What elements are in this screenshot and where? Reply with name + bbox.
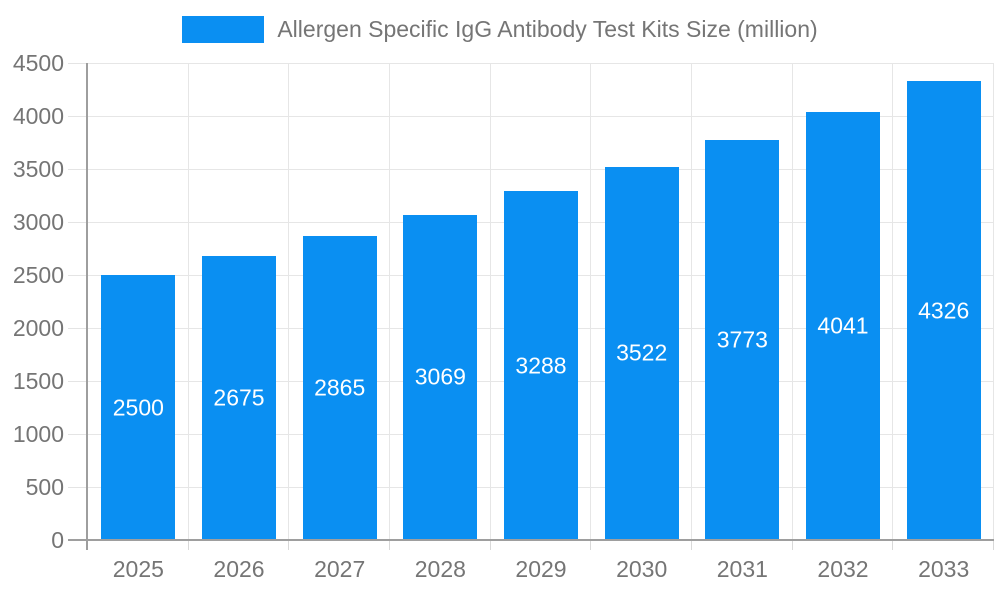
bar-2026[interactable] [202, 256, 276, 540]
gridline-vertical [590, 63, 592, 540]
y-axis-label: 3000 [12, 209, 64, 235]
x-axis-label: 2030 [616, 556, 668, 582]
gridline-vertical [791, 63, 793, 540]
y-axis-label: 4000 [12, 103, 64, 129]
y-axis-tick [68, 328, 88, 329]
x-axis-tick [993, 540, 994, 550]
y-axis-tick [68, 222, 88, 223]
gridline-horizontal [88, 116, 994, 117]
gridline-vertical [288, 63, 290, 540]
bar-2027[interactable] [302, 236, 377, 540]
bar-2033[interactable] [906, 81, 981, 540]
gridline-horizontal [88, 169, 994, 170]
x-axis-tick [489, 540, 491, 550]
x-axis-label: 2027 [314, 556, 366, 582]
y-axis-tick [68, 116, 88, 117]
y-axis-tick [68, 381, 88, 382]
x-axis-tick [791, 540, 793, 550]
gridline-vertical [993, 63, 994, 540]
gridline-vertical [187, 63, 189, 540]
bar-2029[interactable] [504, 191, 578, 540]
y-axis-label: 4500 [12, 50, 64, 76]
y-axis-tick [68, 434, 88, 435]
plot-area: 2500 2675 2865 3069 3288 3522 3773 4041 4326 [68, 63, 994, 550]
legend-swatch [182, 16, 265, 43]
y-axis-tick [68, 275, 88, 276]
bar-2028[interactable] [403, 214, 478, 540]
bar-2031[interactable] [705, 140, 780, 540]
y-axis-label: 3500 [12, 156, 64, 182]
x-axis-baseline [68, 539, 994, 541]
gridline-horizontal [88, 63, 994, 64]
x-axis-tick [389, 540, 390, 550]
y-axis-label: 1500 [12, 368, 64, 394]
bar-2030[interactable] [604, 166, 679, 540]
x-axis-tick [187, 540, 189, 550]
gridline-vertical [489, 63, 491, 540]
x-axis-label: 2028 [414, 556, 466, 582]
x-axis-label: 2033 [918, 556, 970, 582]
legend-item[interactable]: Allergen Specific IgG Antibody Test Kits… [0, 16, 1000, 43]
y-axis-line [86, 63, 88, 550]
gridline-vertical [691, 63, 692, 540]
legend-label: Allergen Specific IgG Antibody Test Kits… [277, 16, 818, 42]
x-axis-label: 2026 [213, 556, 265, 582]
y-axis-label: 1000 [12, 421, 64, 447]
x-axis-tick [892, 540, 894, 550]
bar-2032[interactable] [806, 111, 880, 540]
bar-2025[interactable] [101, 275, 176, 540]
gridline-vertical [892, 63, 894, 540]
y-axis-tick [68, 63, 88, 64]
y-axis-label: 500 [25, 474, 64, 500]
y-axis-tick [68, 169, 88, 170]
x-axis-label: 2025 [112, 556, 164, 582]
y-axis-tick [68, 487, 88, 488]
y-axis-label: 2500 [12, 262, 64, 288]
x-axis-tick [691, 540, 692, 550]
gridline-vertical [389, 63, 390, 540]
y-axis-label: 2000 [12, 315, 64, 341]
x-axis-tick [288, 540, 290, 550]
x-axis-label: 2031 [716, 556, 768, 582]
x-axis-label: 2032 [817, 556, 869, 582]
x-axis-label: 2029 [515, 556, 567, 582]
y-axis-label: 0 [51, 527, 64, 553]
x-axis-tick [590, 540, 592, 550]
